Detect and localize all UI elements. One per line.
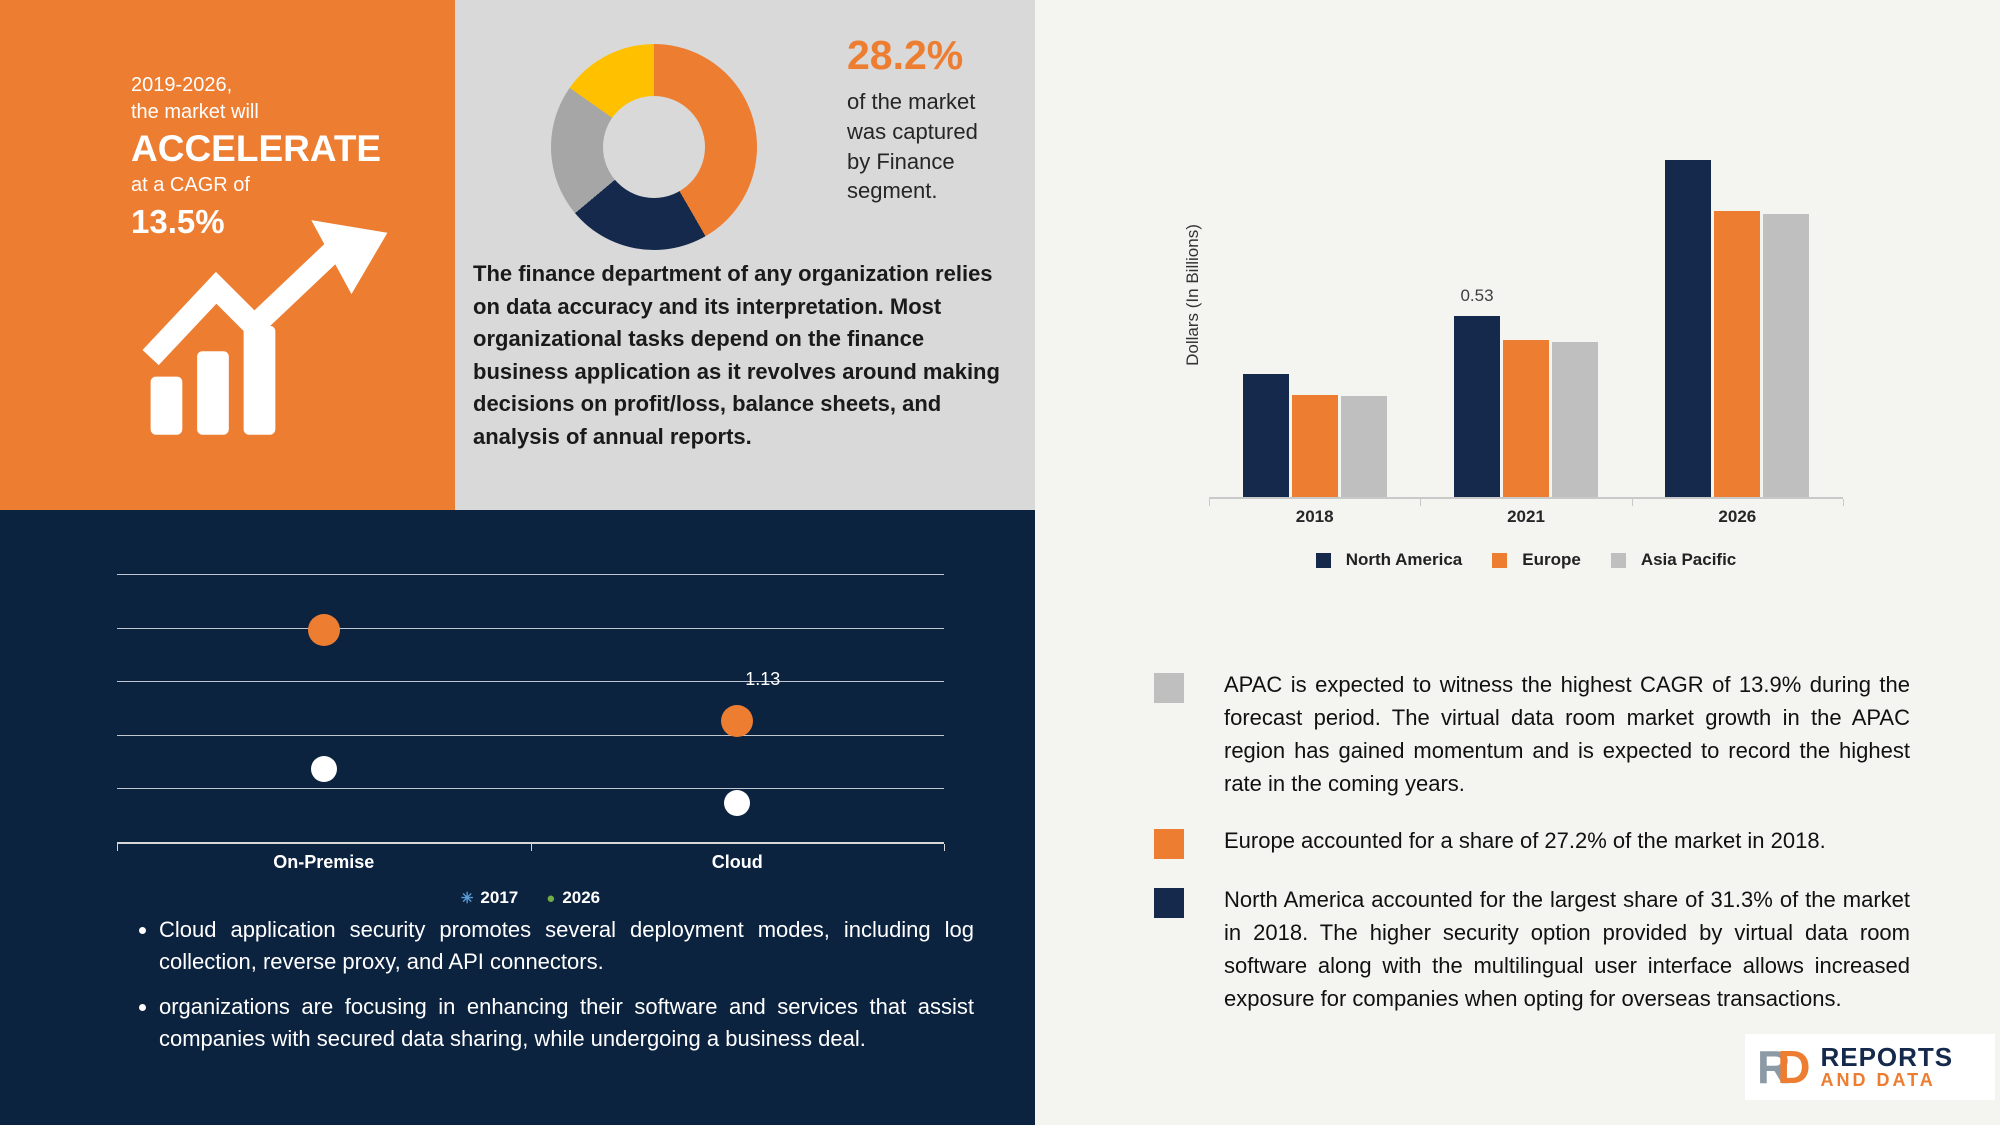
dot-data-label: 1.13 <box>745 668 781 689</box>
reports-and-data-logo: RD REPORTS AND DATA <box>1745 1034 1995 1100</box>
axis-tick <box>944 844 945 851</box>
cagr-line-years: 2019-2026, <box>131 74 233 96</box>
dot-chart-category-Cloud: Cloud <box>711 852 763 872</box>
bar-North America-2026 <box>1665 159 1712 497</box>
data-point-2026-On-Premise <box>307 613 340 646</box>
gridline <box>117 734 944 736</box>
logo-line-reports: REPORTS <box>1820 1041 1954 1072</box>
bar-Asia Pacific-2018 <box>1340 396 1387 497</box>
bar-data-label: 0.53 <box>1460 286 1494 306</box>
insight-text-apac: APAC is expected to witness the highest … <box>1224 672 1910 796</box>
gridline <box>117 627 944 629</box>
gridline <box>117 788 944 790</box>
insight-item-europe: Europe accounted for a share of 27.2% of… <box>1154 824 1910 859</box>
insight-text-north-america: North America accounted for the largest … <box>1224 887 1910 1011</box>
insight-item-apac: APAC is expected to witness the highest … <box>1154 668 1910 800</box>
axis-tick <box>1631 499 1633 506</box>
2017-marker-icon: ✳ <box>460 889 474 907</box>
finance-stat-block: 28.2% of the market was captured by Fina… <box>847 32 1005 206</box>
axis-tick <box>1420 499 1422 506</box>
insight-marker-north-america <box>1154 888 1184 918</box>
insight-item-north-america: North America accounted for the largest … <box>1154 883 1910 1015</box>
bar-Asia Pacific-2021 <box>1552 341 1598 497</box>
legend-item-Asia Pacific: Asia Pacific <box>1610 550 1737 570</box>
cagr-panel: 2019-2026, the market will ACCELERATE at… <box>0 0 455 510</box>
finance-stat-value: 28.2% <box>847 32 964 78</box>
2026-marker-icon: ● <box>546 889 556 907</box>
bar-chart-category-2026: 2026 <box>1718 507 1757 526</box>
legend-label: 2017 <box>480 888 519 907</box>
legend-item-2026: ● 2026 <box>546 888 600 908</box>
logo-monogram: RD <box>1757 1044 1810 1090</box>
gridline <box>117 574 944 575</box>
bar-Europe-2026 <box>1714 210 1761 497</box>
logo-letter-r: R <box>1757 1041 1791 1093</box>
dot-chart-legend: ✳ 2017 ● 2026 <box>117 888 944 908</box>
axis-tick <box>1209 499 1210 506</box>
legend-label: Asia Pacific <box>1640 550 1737 569</box>
data-point-2017-On-Premise <box>310 756 337 783</box>
cagr-rate-value: 13.5% <box>131 203 225 241</box>
insight-text-europe: Europe accounted for a share of 27.2% of… <box>1224 828 1826 853</box>
legend-swatch-icon <box>1315 552 1331 568</box>
legend-item-Europe: Europe <box>1492 550 1581 570</box>
regional-insights: APAC is expected to witness the highest … <box>1154 668 1910 1015</box>
data-point-2017-Cloud <box>724 790 751 817</box>
finance-paragraph: The finance department of any organizati… <box>473 261 1000 449</box>
legend-item-North America: North America <box>1315 550 1463 570</box>
bar-Europe-2021 <box>1503 340 1549 497</box>
logo-line-and-data: AND DATA <box>1820 1070 1936 1091</box>
legend-swatch-icon <box>1492 552 1508 568</box>
bar-North America-2021 <box>1454 316 1500 497</box>
finance-donut-chart <box>551 44 757 250</box>
insight-marker-asia-pacific <box>1154 673 1184 703</box>
legend-label: Europe <box>1522 550 1581 569</box>
axis-tick <box>117 844 118 851</box>
deployment-panel: 1.13 On-Premise Cloud ✳ 2017 ● 2026 Cloud ap… <box>0 510 1035 1125</box>
regional-bar-chart: 0.53 <box>1209 122 1844 506</box>
regional-panel: Dollars (In Billions) 0.53 2018 2021 2026 … <box>1035 0 2000 1125</box>
growth-arrow-icon <box>142 220 388 435</box>
legend-swatch-icon <box>1610 552 1626 568</box>
bar-chart-legend: North America Europe Asia Pacific <box>1209 550 1843 570</box>
insight-marker-europe <box>1154 829 1184 859</box>
bar-North America-2018 <box>1242 374 1289 497</box>
logo-text: REPORTS AND DATA <box>1820 1041 1954 1091</box>
cagr-line-cagr: at a CAGR of <box>131 174 250 197</box>
bar-chart-category-2018: 2018 <box>1295 507 1334 526</box>
cagr-text-block: 2019-2026, the market will ACCELERATE at… <box>131 72 381 244</box>
finance-panel: 28.2% of the market was captured by Fina… <box>455 0 1035 510</box>
finance-stat-caption: of the market was captured by Finance se… <box>847 89 978 204</box>
cagr-accelerate: ACCELERATE <box>131 128 382 169</box>
axis-tick <box>1843 499 1844 506</box>
bullet-item: Cloud application security promotes seve… <box>159 914 974 979</box>
cagr-line-intro: the market will <box>131 101 259 123</box>
legend-label: North America <box>1345 550 1463 569</box>
deployment-dot-chart: 1.13 <box>117 574 945 851</box>
gridline <box>117 681 944 683</box>
bar-chart-category-2021: 2021 <box>1507 507 1545 526</box>
donut-hole <box>603 96 705 198</box>
legend-label: 2026 <box>562 888 601 907</box>
logo-letter-d: D <box>1777 1041 1811 1093</box>
bullet-item: organizations are focusing in enhancing … <box>159 991 974 1056</box>
axis-tick <box>530 844 532 851</box>
dot-chart-category-On-Premise: On-Premise <box>273 852 375 872</box>
y-axis-label: Dollars (In Billions) <box>1183 224 1202 366</box>
deployment-bullets: Cloud application security promotes seve… <box>133 914 974 1067</box>
bar-Europe-2018 <box>1291 394 1338 497</box>
bar-Asia Pacific-2026 <box>1763 214 1810 497</box>
data-point-2026-Cloud <box>721 704 754 737</box>
legend-item-2017: ✳ 2017 <box>461 888 518 908</box>
